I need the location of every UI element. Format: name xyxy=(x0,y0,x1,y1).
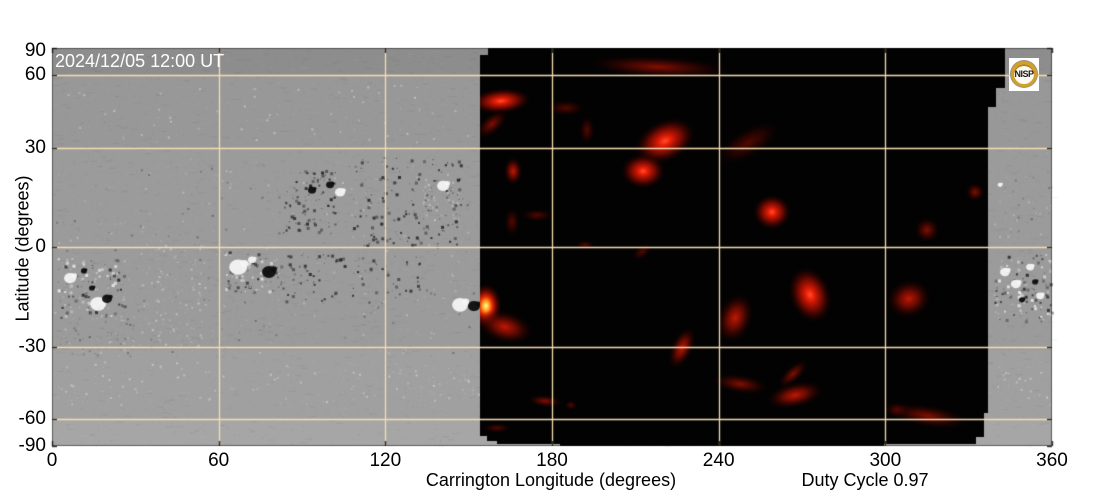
x-tick-label: 360 xyxy=(1036,450,1068,471)
x-tick-label: 60 xyxy=(208,450,230,471)
x-tick-label: 120 xyxy=(369,450,402,471)
y-tick-label: 60 xyxy=(24,63,46,85)
x-tick-label: 0 xyxy=(46,450,58,471)
x-tick-label: 180 xyxy=(536,450,568,471)
nisp-logo-text: NISP xyxy=(1014,69,1034,79)
y-tick-label: -60 xyxy=(18,408,46,430)
y-tick-label: 0 xyxy=(35,236,46,257)
y-tick-label: 90 xyxy=(24,40,46,61)
x-axis-label: Carrington Longitude (degrees) xyxy=(425,470,677,490)
x-tick-label: 300 xyxy=(869,450,902,471)
y-tick-label: -90 xyxy=(18,435,46,456)
nisp-logo: NISP xyxy=(1009,58,1039,91)
nisp-logo-ring: NISP xyxy=(1011,61,1037,87)
date-label: 2024/12/05 12:00 UT xyxy=(55,51,225,71)
x-tick-label: 240 xyxy=(702,450,735,471)
y-tick-label: -30 xyxy=(18,335,46,357)
y-tick-label: 30 xyxy=(24,136,46,158)
duty-cycle-label: Duty Cycle 0.97 xyxy=(801,470,929,490)
